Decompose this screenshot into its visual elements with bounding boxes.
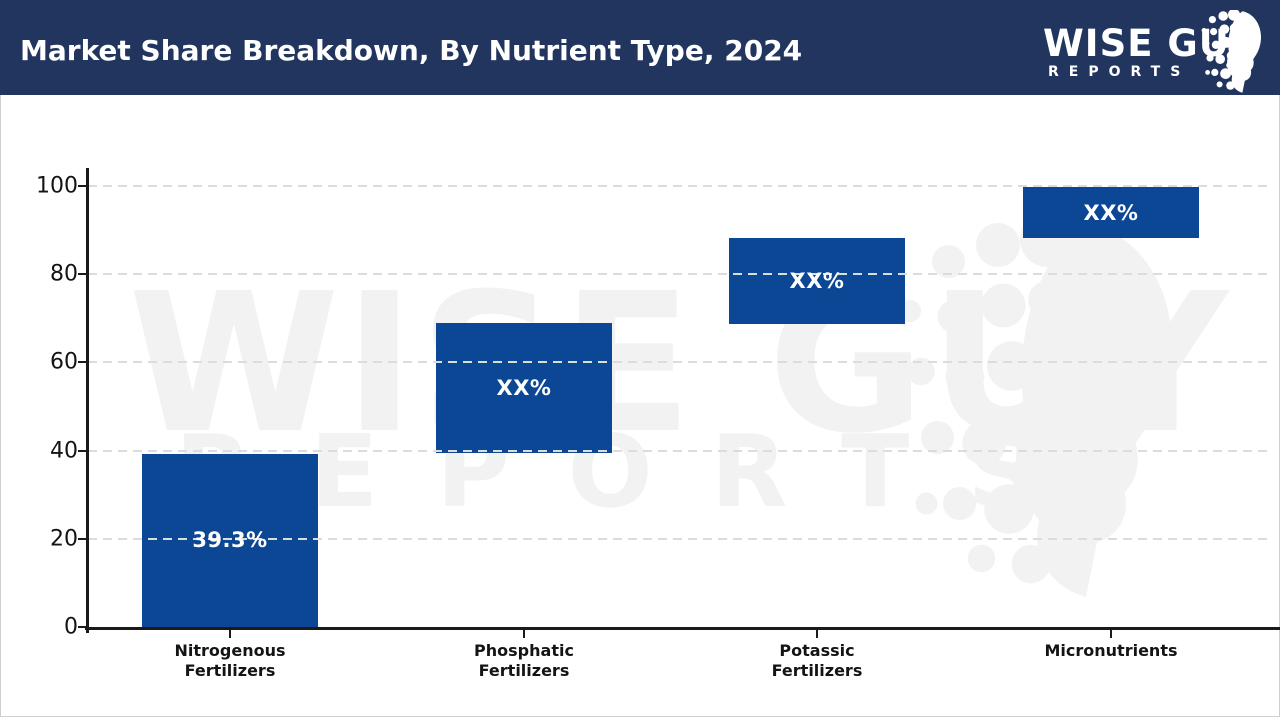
bar-value-label: XX% xyxy=(496,376,552,401)
x-tick-mark xyxy=(523,630,525,638)
y-tick-mark xyxy=(78,273,86,276)
y-tick-label: 20 xyxy=(50,526,78,552)
y-tick-mark xyxy=(78,537,86,540)
y-tick-mark xyxy=(78,185,86,187)
chart-area: WISE GUY REPORTS 0 20 40 60 80 100 39.3% XX% XX%… xyxy=(0,95,1280,716)
gridline xyxy=(88,537,1272,540)
y-axis-line xyxy=(86,168,89,633)
bar-segment xyxy=(142,453,318,627)
logo-subtext: REPORTS xyxy=(1048,64,1191,80)
y-tick-label: 60 xyxy=(50,349,78,375)
y-tick-mark xyxy=(78,361,86,364)
x-axis-line xyxy=(85,627,1280,630)
bar-value-label: XX% xyxy=(1083,200,1139,225)
bar-segment xyxy=(1023,187,1199,239)
wiseguy-face-icon xyxy=(1201,10,1262,93)
x-tick-mark xyxy=(1110,630,1112,638)
bar-segment xyxy=(729,238,905,324)
x-tick-mark xyxy=(816,630,818,638)
bar-segment xyxy=(436,323,612,454)
chart-title: Market Share Breakdown, By Nutrient Type… xyxy=(20,34,803,67)
gridline xyxy=(88,449,1272,452)
y-tick-label: 80 xyxy=(50,261,78,287)
bar-value-label: 39.3% xyxy=(192,528,268,553)
category-label: Nitrogenous Fertilizers xyxy=(174,641,286,680)
x-tick-mark xyxy=(229,630,231,638)
category-label: Micronutrients xyxy=(1044,641,1178,660)
y-tick-mark xyxy=(78,626,86,628)
y-tick-label: 0 xyxy=(64,614,78,640)
category-label: Phosphatic Fertilizers xyxy=(474,641,574,680)
category-label: Potassic Fertilizers xyxy=(771,641,863,680)
bar-value-label: XX% xyxy=(789,268,845,293)
header-bar: Market Share Breakdown, By Nutrient Type… xyxy=(0,0,1280,95)
y-tick-label: 40 xyxy=(50,438,78,464)
gridline xyxy=(88,273,1272,276)
gridline xyxy=(88,361,1272,364)
gridline xyxy=(88,185,1272,187)
y-tick-label: 100 xyxy=(36,173,78,199)
y-tick-mark xyxy=(78,449,86,452)
wiseguy-logo: WISE GUY REPORTS xyxy=(1018,6,1268,93)
